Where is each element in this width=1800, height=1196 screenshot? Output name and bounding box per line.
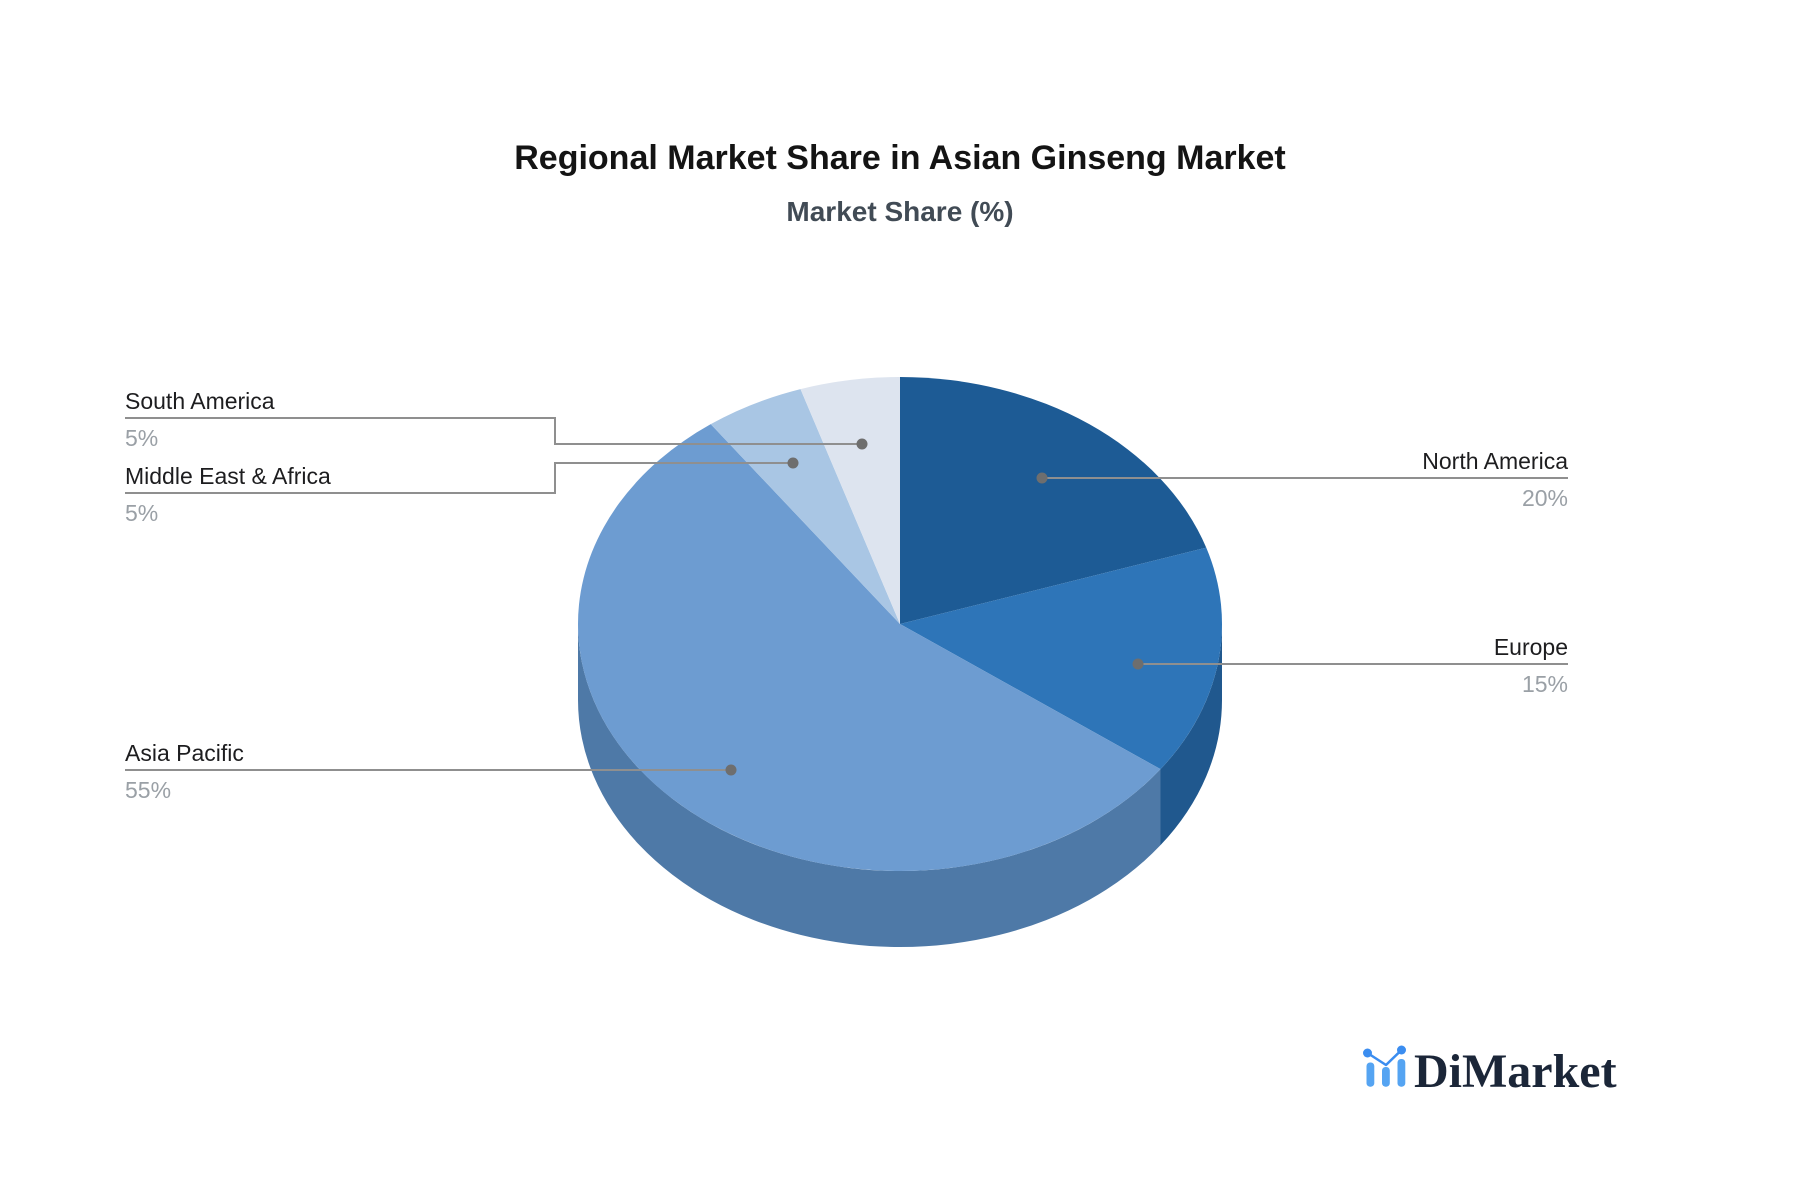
dot-south-america (856, 438, 868, 450)
dimarket-logo: DiMarket (1363, 1045, 1617, 1098)
dimarket-logo-icon (1363, 1045, 1406, 1087)
label-middle-east-africa: Middle East & Africa (125, 463, 331, 489)
dot-europe (1132, 658, 1144, 670)
label-asia-pacific: Asia Pacific (125, 740, 244, 766)
pie-slice-north-america[interactable] (900, 377, 1207, 624)
dot-middle-east-africa (787, 457, 799, 469)
label-south-america: South America (125, 388, 275, 414)
label-europe: Europe (1494, 634, 1568, 660)
value-asia-pacific: 55% (125, 777, 171, 803)
chart-subtitle: Market Share (%) (786, 196, 1013, 227)
value-europe: 15% (1522, 671, 1568, 697)
dimarket-logo-text: DiMarket (1414, 1045, 1617, 1098)
pie-slice-europe[interactable] (900, 547, 1222, 770)
value-north-america: 20% (1522, 485, 1568, 511)
callout-dots (725, 438, 1144, 776)
pie-slice-side-asia-pacific (578, 624, 1161, 947)
connector-south-america (125, 417, 862, 445)
callout-connectors (125, 417, 1568, 771)
dot-asia-pacific (725, 764, 737, 776)
pie-chart (578, 377, 1222, 947)
pie-slice-side-europe (1160, 624, 1222, 846)
chart-title: Regional Market Share in Asian Ginseng M… (514, 139, 1286, 177)
connector-middle-east-africa (125, 462, 793, 494)
value-middle-east-africa: 5% (125, 500, 158, 526)
value-south-america: 5% (125, 425, 158, 451)
pie-slice-asia-pacific[interactable] (578, 424, 1161, 871)
dot-north-america (1036, 472, 1048, 484)
pie-slice-middle-east-africa[interactable] (710, 389, 900, 624)
label-north-america: North America (1422, 448, 1568, 474)
pie-slice-south-america[interactable] (800, 377, 900, 624)
